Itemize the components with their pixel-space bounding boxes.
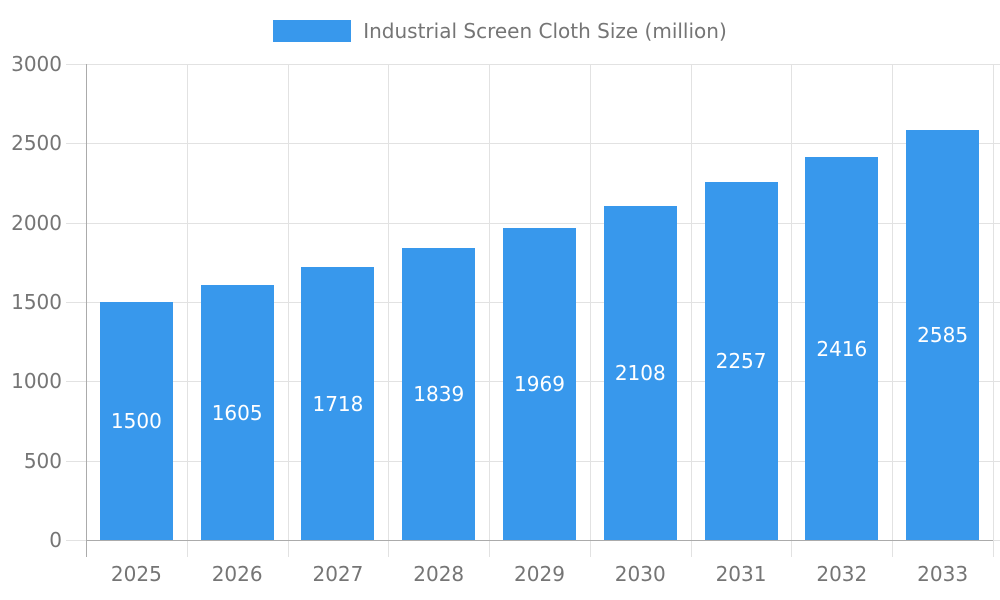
bar bbox=[805, 157, 879, 540]
v-gridline bbox=[589, 64, 591, 557]
bar-value-label: 2108 bbox=[614, 361, 666, 385]
bar bbox=[99, 302, 173, 540]
y-axis-tick-label: 1000 bbox=[11, 369, 62, 394]
v-gridline bbox=[791, 64, 793, 557]
bar-value-label: 1605 bbox=[211, 400, 263, 425]
y-axis-line bbox=[86, 64, 87, 557]
x-axis-tick-label: 2026 bbox=[211, 562, 263, 586]
v-gridline bbox=[388, 64, 390, 557]
bar bbox=[402, 248, 476, 540]
v-gridline bbox=[186, 64, 188, 557]
bar-value-label: 1718 bbox=[312, 391, 364, 416]
x-axis-tick-label: 2033 bbox=[917, 562, 969, 586]
legend-swatch-icon bbox=[273, 20, 352, 42]
bar-value-label: 1500 bbox=[110, 409, 162, 433]
y-axis-tick-label: 1500 bbox=[11, 290, 62, 314]
x-axis-tick-label: 2031 bbox=[715, 562, 767, 586]
h-gridline bbox=[66, 143, 1000, 145]
bar-value-label: 1839 bbox=[413, 382, 465, 406]
v-gridline bbox=[690, 64, 692, 557]
x-axis-tick-label: 2028 bbox=[413, 562, 465, 586]
x-axis-tick-label: 2032 bbox=[816, 562, 868, 586]
bar bbox=[301, 267, 375, 540]
y-axis-tick-label: 500 bbox=[23, 448, 62, 473]
bar bbox=[200, 285, 274, 540]
y-axis-tick-label: 3000 bbox=[11, 52, 62, 76]
bar-value-label: 2585 bbox=[917, 323, 969, 347]
v-gridline bbox=[287, 64, 289, 557]
h-gridline bbox=[66, 222, 1000, 224]
bar bbox=[906, 130, 980, 540]
h-gridline bbox=[66, 64, 1000, 65]
bar-value-label: 2257 bbox=[715, 349, 767, 373]
plot-area: 0 500 1000 1500 2000 2500 3000 1500 2025 1605 2026… bbox=[11, 52, 1000, 586]
v-gridline bbox=[489, 64, 491, 557]
bar bbox=[503, 228, 576, 540]
bar bbox=[704, 182, 778, 540]
x-axis-tick-label: 2025 bbox=[110, 562, 162, 586]
x-axis-tick-label: 2030 bbox=[614, 562, 666, 586]
x-axis-tick-label: 2029 bbox=[514, 562, 565, 586]
x-axis-tick-label: 2027 bbox=[312, 562, 364, 586]
bar bbox=[603, 206, 677, 540]
legend-item[interactable]: Industrial Screen Cloth Size (million) bbox=[273, 19, 727, 43]
v-gridline bbox=[993, 64, 994, 557]
x-axis-line bbox=[86, 540, 993, 541]
bar-value-label: 2416 bbox=[816, 336, 868, 361]
v-gridline bbox=[892, 64, 894, 557]
legend: Industrial Screen Cloth Size (million) bbox=[0, 19, 1000, 43]
y-axis-tick-label: 0 bbox=[49, 528, 62, 552]
y-axis-tick-label: 2000 bbox=[11, 210, 62, 235]
legend-label: Industrial Screen Cloth Size (million) bbox=[363, 19, 727, 43]
bar-value-label: 1969 bbox=[514, 372, 565, 396]
y-axis-tick-label: 2500 bbox=[11, 131, 62, 156]
